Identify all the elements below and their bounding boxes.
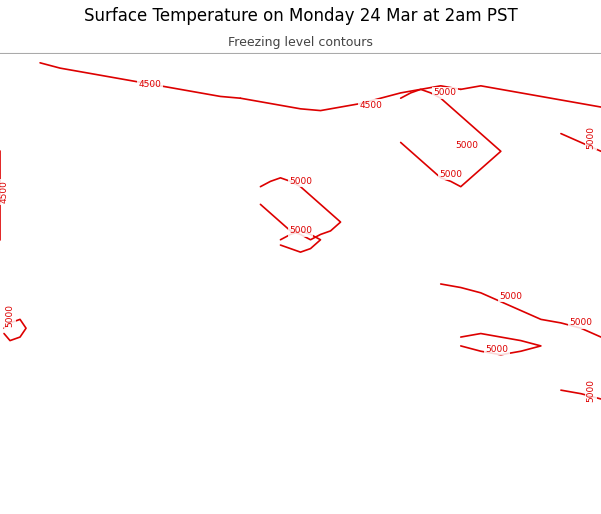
Text: 5000: 5000: [587, 379, 596, 401]
Text: 4500: 4500: [139, 80, 162, 88]
Text: 4500: 4500: [359, 101, 382, 110]
Text: 4500: 4500: [0, 180, 8, 204]
Text: Surface Temperature on Monday 24 Mar at 2am PST: Surface Temperature on Monday 24 Mar at …: [84, 7, 517, 25]
Text: 5000: 5000: [456, 141, 478, 151]
Text: 5000: 5000: [289, 177, 312, 186]
Text: 5000: 5000: [289, 226, 312, 235]
Text: 5000: 5000: [433, 88, 456, 97]
Text: 5000: 5000: [439, 170, 462, 179]
Text: Freezing level contours: Freezing level contours: [228, 35, 373, 49]
Text: 5000: 5000: [570, 318, 593, 327]
Text: 5000: 5000: [499, 292, 522, 301]
Text: 5000: 5000: [5, 304, 14, 327]
Text: 5000: 5000: [486, 345, 508, 354]
Text: 5000: 5000: [587, 125, 596, 149]
